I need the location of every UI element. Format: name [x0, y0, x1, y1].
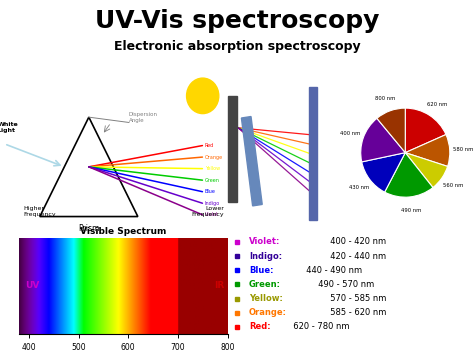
- Text: 430 nm: 430 nm: [349, 185, 369, 190]
- Text: UV: UV: [26, 281, 40, 290]
- Text: 400 - 420 nm: 400 - 420 nm: [325, 237, 386, 246]
- Text: 490 nm: 490 nm: [401, 208, 421, 213]
- Bar: [309, 87, 317, 220]
- Text: Orange:: Orange:: [249, 308, 287, 317]
- Text: Lower
Frequency: Lower Frequency: [191, 206, 224, 217]
- Wedge shape: [361, 118, 405, 162]
- Text: Green: Green: [205, 178, 219, 183]
- Wedge shape: [405, 153, 447, 187]
- Text: 400 nm: 400 nm: [340, 131, 361, 136]
- Text: Green:: Green:: [249, 280, 281, 289]
- Wedge shape: [377, 108, 405, 153]
- Text: Dispersion
Angle: Dispersion Angle: [129, 112, 158, 122]
- Wedge shape: [362, 153, 405, 192]
- Text: Blue: Blue: [205, 189, 216, 194]
- Text: Yellow: Yellow: [205, 166, 220, 171]
- Text: 585 - 620 nm: 585 - 620 nm: [325, 308, 386, 317]
- Text: White
Light: White Light: [0, 122, 18, 133]
- Bar: [241, 69, 254, 87]
- Text: Electronic absorption spectroscopy: Electronic absorption spectroscopy: [114, 40, 360, 53]
- Wedge shape: [384, 153, 433, 197]
- Text: Blue:: Blue:: [249, 266, 273, 275]
- Text: IR: IR: [214, 281, 224, 290]
- Text: 620 nm: 620 nm: [427, 102, 447, 106]
- Text: Orange: Orange: [205, 154, 223, 160]
- Text: Indigo: Indigo: [205, 201, 220, 206]
- Text: 420 - 440 nm: 420 - 440 nm: [325, 252, 386, 261]
- Text: UV-Vis spectroscopy: UV-Vis spectroscopy: [95, 9, 379, 33]
- Text: 570 - 585 nm: 570 - 585 nm: [325, 294, 386, 303]
- Title: Visible Spectrum: Visible Spectrum: [80, 227, 166, 236]
- Wedge shape: [405, 108, 446, 153]
- Text: Red: Red: [205, 143, 214, 148]
- Text: 580 nm: 580 nm: [453, 147, 473, 152]
- Text: Red:: Red:: [249, 322, 271, 331]
- Text: Higher
Frequency: Higher Frequency: [23, 206, 55, 217]
- Text: 490 - 570 nm: 490 - 570 nm: [313, 280, 374, 289]
- Text: 800 nm: 800 nm: [375, 96, 396, 101]
- Circle shape: [187, 78, 219, 114]
- Text: Yellow:: Yellow:: [249, 294, 283, 303]
- Text: 440 - 490 nm: 440 - 490 nm: [301, 266, 362, 275]
- Text: 560 nm: 560 nm: [443, 183, 463, 188]
- Text: Violet: Violet: [205, 212, 219, 217]
- Text: Indigo:: Indigo:: [249, 252, 282, 261]
- Wedge shape: [405, 135, 450, 166]
- Text: Violet:: Violet:: [249, 237, 280, 246]
- Bar: [228, 96, 237, 202]
- Text: 620 - 780 nm: 620 - 780 nm: [288, 322, 350, 331]
- Text: Prism: Prism: [78, 224, 100, 233]
- Bar: [241, 116, 262, 206]
